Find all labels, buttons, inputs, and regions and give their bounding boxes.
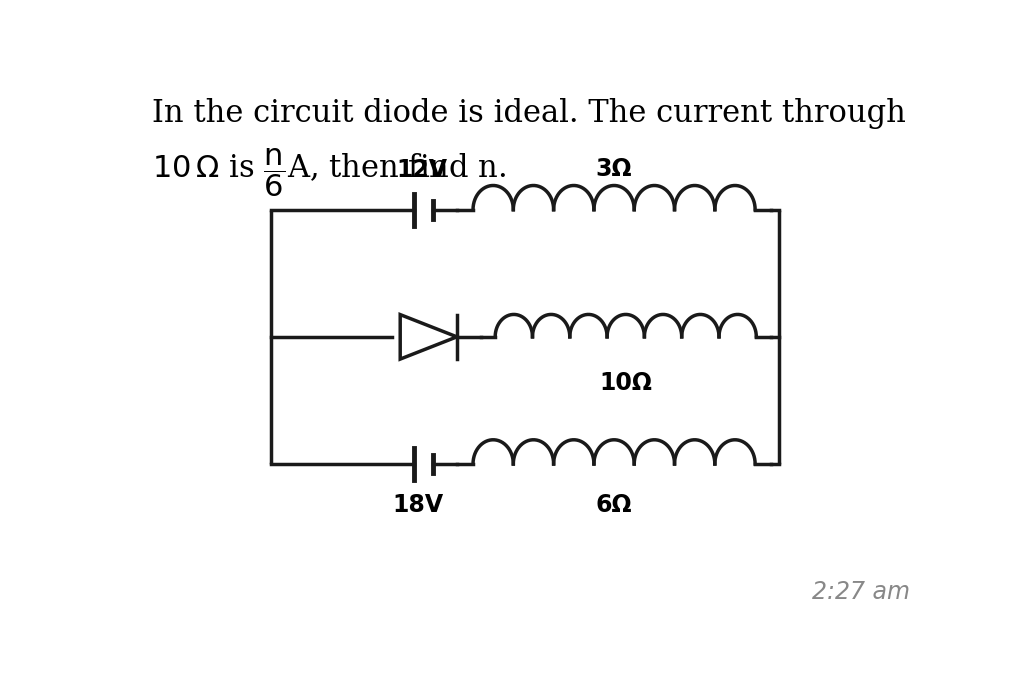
Text: 18V: 18V	[392, 493, 443, 517]
Text: 12V: 12V	[396, 158, 447, 182]
Text: In the circuit diode is ideal. The current through: In the circuit diode is ideal. The curre…	[152, 98, 905, 129]
Text: 6Ω: 6Ω	[596, 493, 633, 517]
Text: 2:27 am: 2:27 am	[812, 581, 909, 604]
Text: 3Ω: 3Ω	[596, 157, 633, 180]
Text: 10Ω: 10Ω	[599, 372, 652, 396]
Text: $10\,\Omega$ is $\dfrac{\mathrm{n}}{6}$A, then find n.: $10\,\Omega$ is $\dfrac{\mathrm{n}}{6}$A…	[152, 146, 506, 199]
